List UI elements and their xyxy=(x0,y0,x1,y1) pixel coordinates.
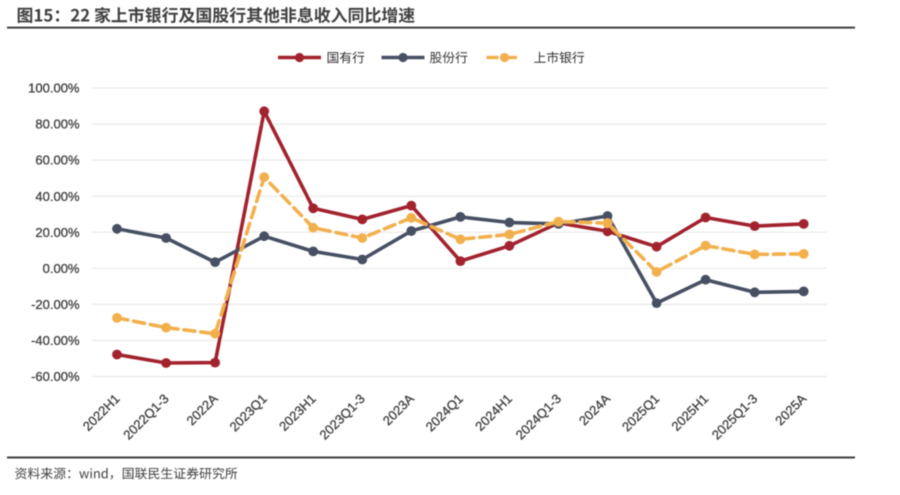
svg-text:60.00%: 60.00% xyxy=(35,153,80,168)
svg-text:100.00%: 100.00% xyxy=(28,81,80,96)
svg-text:80.00%: 80.00% xyxy=(35,117,80,132)
svg-text:-60.00%: -60.00% xyxy=(31,369,80,384)
svg-text:0.00%: 0.00% xyxy=(43,261,80,276)
svg-text:-40.00%: -40.00% xyxy=(31,333,80,348)
svg-text:40.00%: 40.00% xyxy=(35,189,80,204)
svg-text:-20.00%: -20.00% xyxy=(31,297,80,312)
svg-text:20.00%: 20.00% xyxy=(35,225,80,240)
